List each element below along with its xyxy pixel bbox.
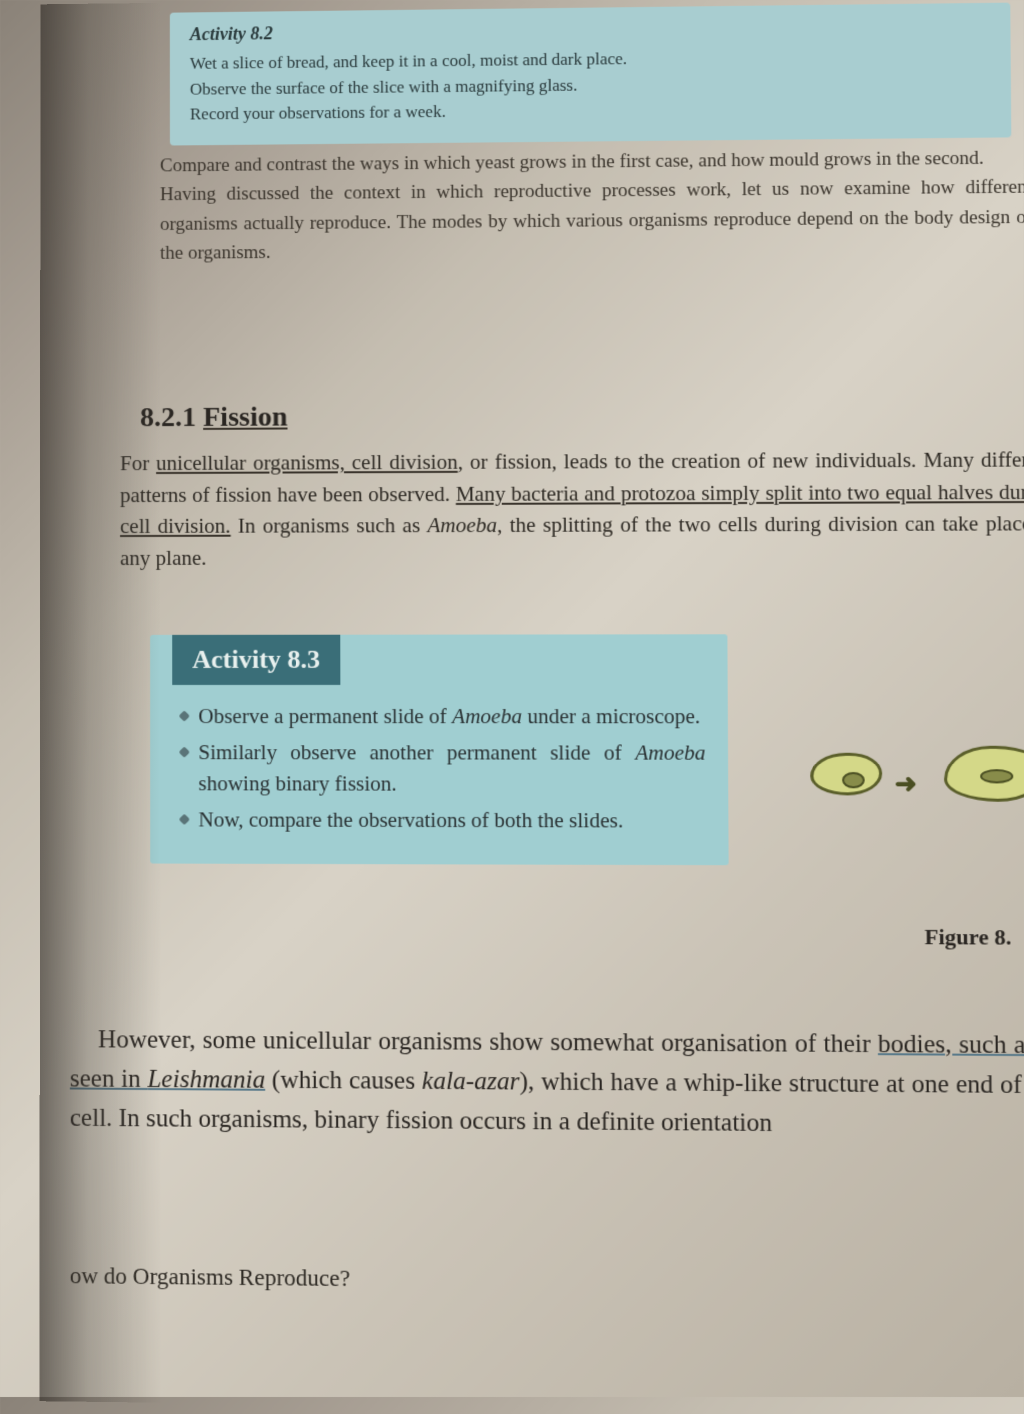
amoeba-stage-2 — [944, 746, 1024, 802]
activity-8-2-line1: Wet a slice of bread, and keep it in a c… — [190, 49, 627, 73]
fission-p5: In organisms such as — [231, 513, 428, 538]
activity-8-2-line2: Observe the surface of the slice with a … — [190, 75, 578, 98]
activity-8-2-box: Activity 8.2 Wet a slice of bread, and k… — [170, 3, 1011, 145]
activity-8-3-label: Activity 8.3 — [172, 635, 340, 685]
activity-8-2-label: Activity 8.2 — [190, 15, 990, 45]
fission-p2: unicellular organisms, cell division — [156, 450, 458, 475]
compare-paragraph: Compare and contrast the ways in which y… — [160, 143, 1024, 268]
however-paragraph: However, some unicellular organisms show… — [70, 1021, 1024, 1146]
figure-8-label: Figure 8. — [924, 924, 1011, 951]
section-number: 8.2.1 — [140, 402, 196, 433]
activity-8-2-text: Wet a slice of bread, and keep it in a c… — [190, 42, 991, 127]
fission-paragraph: For unicellular organisms, cell division… — [120, 444, 1024, 574]
book-spine-shadow — [40, 3, 161, 1403]
amoeba-stage-1 — [810, 753, 882, 796]
figure-amoeba-fission: ➜ — [810, 741, 1024, 823]
activity-8-2-line3: Record your observations for a week. — [190, 102, 446, 123]
activity-8-3-list: Observe a permanent slide of Amoeba unde… — [172, 701, 706, 836]
activity-8-3-item-2: Similarly observe another permanent slid… — [180, 738, 705, 800]
activity-8-3-item-1: Observe a permanent slide of Amoeba unde… — [180, 701, 705, 732]
section-title: Fission — [203, 402, 287, 433]
chapter-footer: ow do Organisms Reproduce? — [70, 1263, 350, 1292]
however-p4: (which causes — [265, 1066, 422, 1094]
activity-8-3-box: Activity 8.3 Observe a permanent slide o… — [150, 634, 729, 865]
section-heading-fission: 8.2.1 Fission — [140, 402, 288, 435]
activity-8-3-item-3: Now, compare the observations of both th… — [180, 805, 706, 837]
however-p3: Leishmania — [147, 1066, 265, 1094]
however-p5: kala-azar — [422, 1067, 520, 1095]
however-p1: However, some unicellular organisms show… — [98, 1026, 878, 1058]
arrow-icon: ➜ — [895, 769, 918, 800]
fission-p6: Amoeba — [427, 513, 497, 537]
fission-p1: For — [120, 451, 156, 475]
